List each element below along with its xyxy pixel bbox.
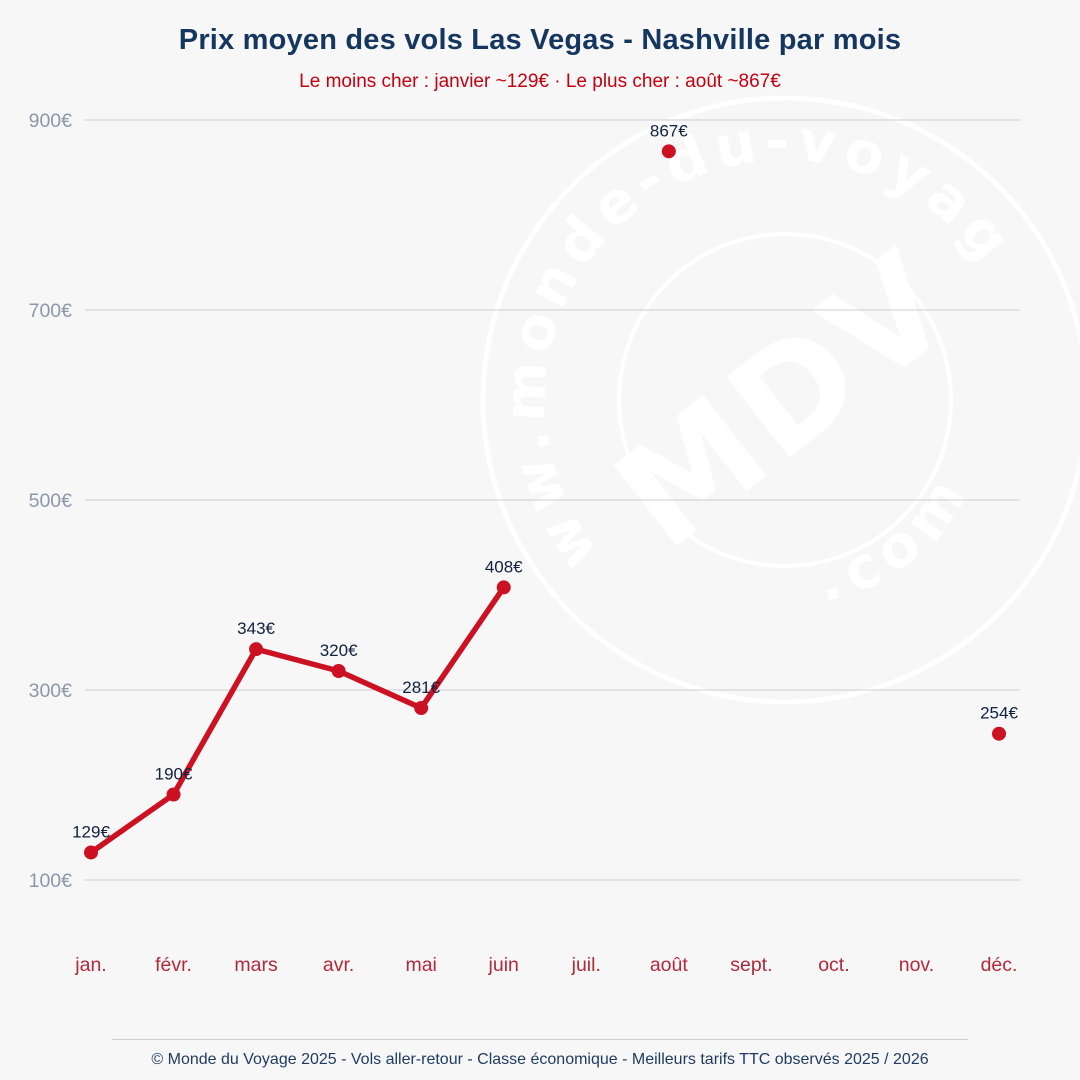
data-point-label: 867€ [650, 121, 688, 140]
chart-title: Prix moyen des vols Las Vegas - Nashvill… [178, 24, 902, 56]
x-axis-label: jan. [74, 954, 106, 976]
data-point-label: 254€ [980, 704, 1018, 723]
data-point-label: 281€ [402, 678, 440, 697]
x-axis-label: avr. [323, 954, 354, 976]
chart-subtitle: Le moins cher : janvier ~129€ · Le plus … [299, 71, 781, 92]
chart-header: Prix moyen des vols Las Vegas - Nashvill… [0, 24, 1080, 93]
x-axis-label: juil. [571, 954, 601, 976]
data-point [661, 144, 676, 159]
y-axis-label: 700€ [29, 300, 73, 322]
data-point [992, 726, 1006, 741]
watermark-inner-ring [617, 232, 953, 568]
x-axis-label: oct. [818, 954, 849, 976]
x-axis-label: août [650, 954, 689, 976]
gridlines: 100€ 300€ 500€ 700€ 900€ [29, 110, 1020, 892]
data-points: 129€ 190€ 343€ 320€ 281€ 408€ 867€ 254€ [72, 121, 1018, 860]
data-point [331, 664, 346, 678]
x-axis-label: sept. [730, 954, 772, 976]
data-point [249, 642, 264, 657]
footer-text: © Monde du Voyage 2025 - Vols aller-reto… [151, 1051, 929, 1068]
x-axis-label: févr. [155, 954, 192, 976]
data-point [414, 701, 429, 716]
data-point-label: 190€ [155, 765, 193, 784]
x-axis-label: déc. [981, 954, 1018, 976]
x-axis: jan. févr. mars avr. mai juin juil. août sept. oc… [74, 954, 1017, 976]
y-axis-label: 500€ [29, 490, 73, 512]
data-point-label: 408€ [485, 557, 523, 576]
x-axis-label: mai [405, 954, 436, 976]
price-line-series [88, 584, 507, 856]
price-line [88, 584, 507, 856]
data-point [84, 845, 98, 860]
data-point [166, 787, 181, 802]
x-axis-label: nov. [899, 954, 934, 976]
y-axis-label: 100€ [29, 870, 73, 892]
watermark-outer-ring [480, 95, 1080, 705]
data-point-label: 343€ [237, 619, 275, 638]
x-axis-label: mars [234, 954, 278, 976]
data-point [496, 580, 511, 595]
x-axis-label: juin [488, 954, 519, 976]
y-axis-label: 900€ [29, 110, 73, 132]
data-point-label: 320€ [320, 641, 358, 660]
y-axis-label: 300€ [29, 680, 73, 702]
data-point-label: 129€ [72, 822, 110, 841]
chart-footer: © Monde du Voyage 2025 - Vols aller-reto… [112, 1039, 968, 1069]
